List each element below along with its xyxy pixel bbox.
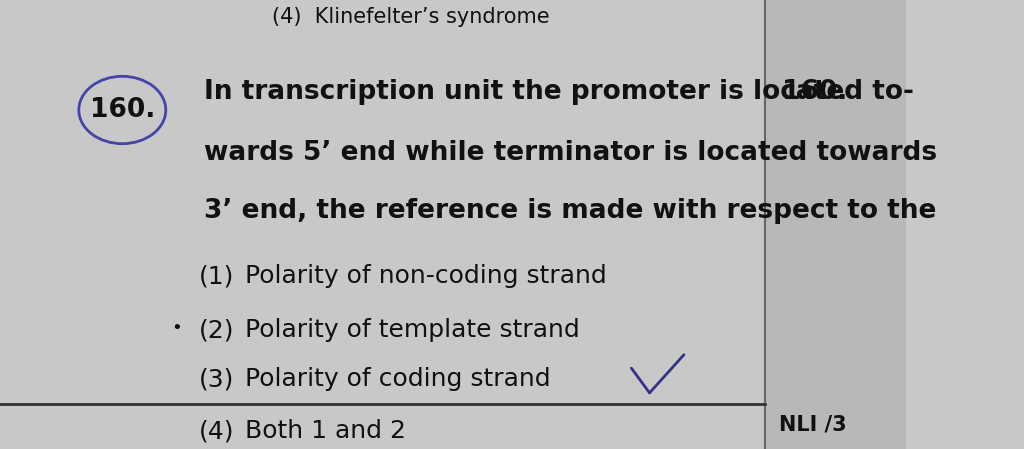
Text: (4): (4) <box>200 419 234 443</box>
Text: Polarity of non-coding strand: Polarity of non-coding strand <box>245 264 606 288</box>
Text: (4)  Klinefelter’s syndrome: (4) Klinefelter’s syndrome <box>271 7 550 27</box>
Text: (3): (3) <box>200 367 234 392</box>
Text: Polarity of template strand: Polarity of template strand <box>245 318 580 342</box>
Text: •: • <box>171 319 182 337</box>
Text: 160.: 160. <box>90 97 155 123</box>
Text: 160.: 160. <box>781 79 847 105</box>
Text: Both 1 and 2: Both 1 and 2 <box>245 419 406 443</box>
Text: In transcription unit the promoter is located to-: In transcription unit the promoter is lo… <box>204 79 913 105</box>
Text: Polarity of coding strand: Polarity of coding strand <box>245 367 550 392</box>
Text: wards 5’ end while terminator is located towards: wards 5’ end while terminator is located… <box>204 140 937 166</box>
Text: NLI /3: NLI /3 <box>779 414 847 434</box>
Text: (1): (1) <box>200 264 234 288</box>
Text: 3’ end, the reference is made with respect to the: 3’ end, the reference is made with respe… <box>204 198 936 224</box>
FancyBboxPatch shape <box>766 0 906 449</box>
Text: (2): (2) <box>200 318 234 342</box>
